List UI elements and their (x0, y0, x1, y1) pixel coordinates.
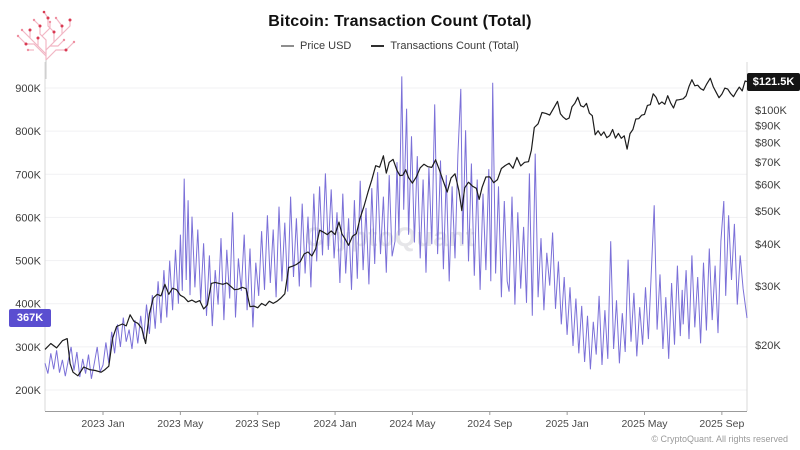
right-axis-tick-label: $30K (755, 281, 781, 293)
right-axis-tick-label: $70K (755, 157, 781, 169)
left-axis-tick-label: 400K (15, 299, 41, 311)
right-axis-tick-label: $40K (755, 239, 781, 251)
x-axis-tick-label: 2023 Sep (235, 418, 280, 430)
right-axis-tick-label: $80K (755, 138, 781, 150)
legend-item-price-usd[interactable]: Price USD (281, 40, 351, 52)
left-axis-tick-label: 700K (15, 169, 41, 181)
watermark-text: CryptoQuant (305, 222, 476, 252)
legend: Price USD Transactions Count (Total) (0, 40, 800, 52)
price-usd-line (44, 77, 748, 377)
transactions-series-swatch-icon (371, 45, 385, 47)
transactions-last-value-badge: 367K (9, 309, 51, 327)
price-last-value-badge: $121.5K (747, 73, 800, 91)
x-axis-tick-label: 2024 Jan (313, 418, 356, 430)
right-axis-tick-label: $60K (755, 180, 781, 192)
left-axis-tick-label: 900K (15, 83, 41, 95)
right-axis-tick-label: $90K (755, 120, 781, 132)
x-axis-tick-label: 2024 Sep (467, 418, 512, 430)
x-axis-tick-label: 2023 May (157, 418, 204, 430)
x-axis-tick-label: 2024 May (389, 418, 436, 430)
right-axis-tick-label: $100K (755, 105, 787, 117)
x-axis-tick-label: 2025 Jan (546, 418, 589, 430)
copyright-text: © CryptoQuant. All rights reserved (651, 434, 788, 444)
page-title: Bitcoin: Transaction Count (Total) (268, 13, 532, 30)
left-axis-tick-label: 600K (15, 212, 41, 224)
transactions-count-line (44, 76, 748, 379)
x-axis-tick-label: 2023 Jan (81, 418, 124, 430)
left-axis-tick-label: 500K (15, 256, 41, 268)
x-axis-tick-label: 2025 May (621, 418, 668, 430)
price-series-swatch-icon (281, 45, 295, 47)
right-axis-tick-label: $20K (755, 340, 781, 352)
cryptoquant-logo-icon (16, 10, 76, 79)
left-axis-tick-label: 800K (15, 126, 41, 138)
legend-label-transactions-count: Transactions Count (Total) (390, 40, 519, 52)
left-axis-tick-label: 200K (15, 385, 41, 397)
left-axis-tick-label: 300K (15, 342, 41, 354)
legend-label-price-usd: Price USD (300, 40, 352, 52)
right-axis-tick-label: $50K (755, 206, 781, 218)
legend-item-transactions-count[interactable]: Transactions Count (Total) (371, 40, 519, 52)
x-axis-tick-label: 2025 Sep (699, 418, 744, 430)
